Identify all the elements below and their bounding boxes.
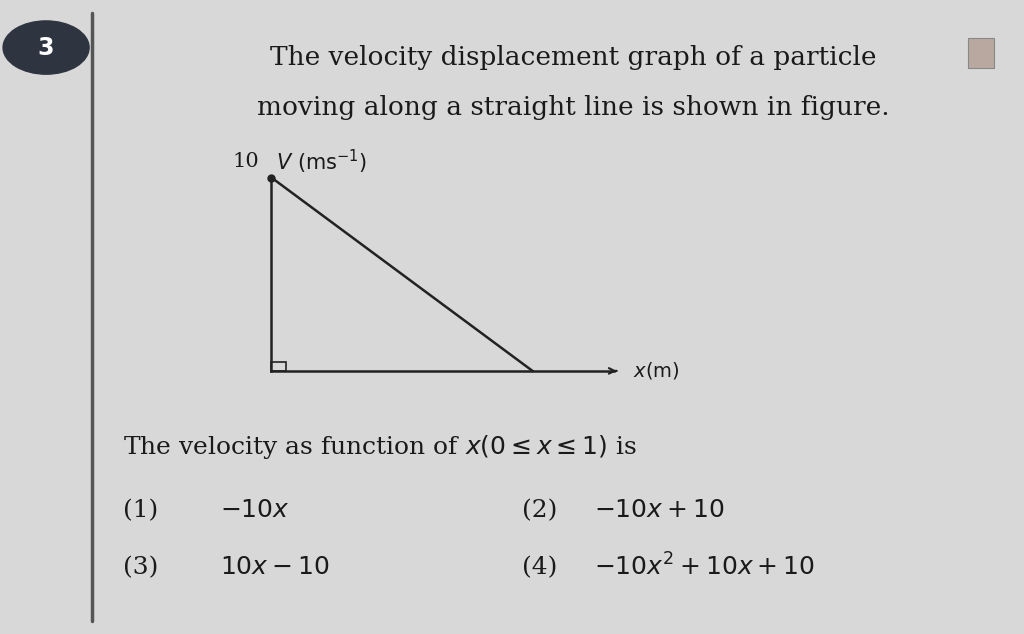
Text: The velocity displacement graph of a particle: The velocity displacement graph of a par… bbox=[270, 44, 877, 70]
Text: $10x-10$: $10x-10$ bbox=[220, 555, 330, 579]
Text: (4): (4) bbox=[522, 556, 558, 579]
Text: (2): (2) bbox=[522, 499, 558, 522]
Bar bbox=[271, 362, 286, 371]
Bar bbox=[968, 38, 994, 68]
Text: 3: 3 bbox=[38, 36, 54, 60]
Text: $V\ (\mathrm{ms}^{-1})$: $V\ (\mathrm{ms}^{-1})$ bbox=[276, 148, 368, 176]
Text: $-10x^2+10x+10$: $-10x^2+10x+10$ bbox=[594, 554, 814, 581]
Text: 10: 10 bbox=[232, 152, 259, 171]
Text: moving along a straight line is shown in figure.: moving along a straight line is shown in… bbox=[257, 95, 890, 120]
Text: $x(\mathrm{m})$: $x(\mathrm{m})$ bbox=[633, 360, 680, 382]
Circle shape bbox=[3, 21, 89, 74]
Text: (3): (3) bbox=[123, 556, 159, 579]
Text: (1): (1) bbox=[123, 499, 158, 522]
Text: The velocity as function of $x(0\leq x\leq 1)$ is: The velocity as function of $x(0\leq x\l… bbox=[123, 433, 637, 461]
Text: $-10x+10$: $-10x+10$ bbox=[594, 498, 724, 522]
Text: $-10x$: $-10x$ bbox=[220, 498, 290, 522]
